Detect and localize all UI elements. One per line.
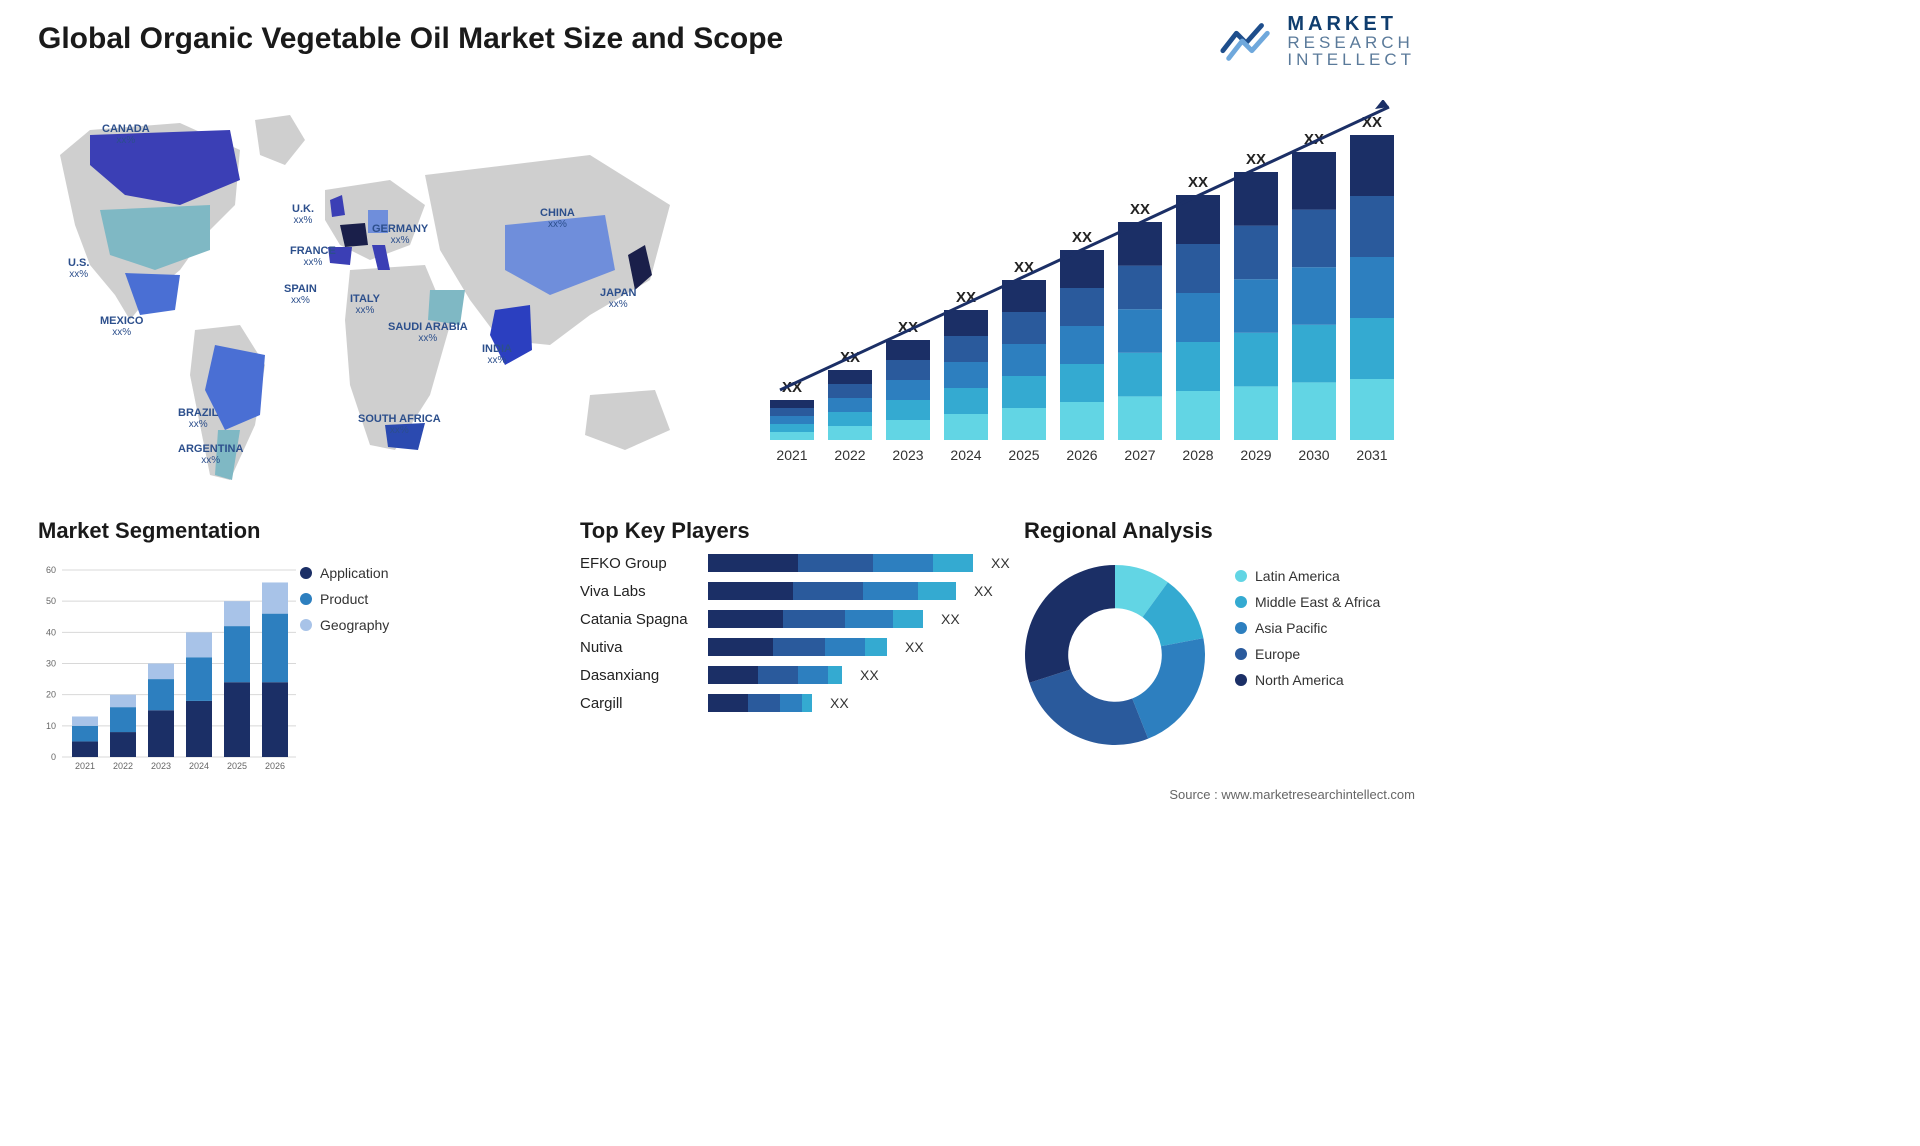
keyplayer-label: Viva Labs bbox=[580, 583, 698, 600]
page-title: Global Organic Vegetable Oil Market Size… bbox=[38, 22, 783, 56]
keyplayer-label: Nutiva bbox=[580, 639, 698, 656]
svg-text:10: 10 bbox=[46, 721, 56, 731]
growth-chart: XX2021XX2022XX2023XX2024XX2025XX2026XX20… bbox=[760, 100, 1410, 470]
regional-legend-item: Asia Pacific bbox=[1235, 620, 1380, 636]
segmentation-chart: 0 10 20 30 40 50 60 2021 2022 2023 2024 2025 2026 bbox=[38, 562, 298, 772]
map-label-u-k-: U.K.xx% bbox=[292, 203, 314, 226]
map-label-china: CHINAxx% bbox=[540, 207, 575, 230]
map-label-india: INDIAxx% bbox=[482, 343, 512, 366]
map-label-u-s-: U.S.xx% bbox=[68, 257, 89, 280]
svg-text:2031: 2031 bbox=[1356, 447, 1387, 463]
map-label-italy: ITALYxx% bbox=[350, 293, 380, 316]
svg-text:2021: 2021 bbox=[776, 447, 807, 463]
logo-line-3: INTELLECT bbox=[1287, 51, 1415, 68]
map-label-canada: CANADAxx% bbox=[102, 123, 150, 146]
svg-text:2028: 2028 bbox=[1182, 447, 1213, 463]
keyplayer-value: XX bbox=[941, 611, 960, 627]
keyplayer-bar bbox=[708, 610, 923, 628]
svg-text:2025: 2025 bbox=[1008, 447, 1039, 463]
svg-text:2021: 2021 bbox=[75, 761, 95, 771]
map-label-saudi-arabia: SAUDI ARABIAxx% bbox=[388, 321, 468, 344]
regional-legend-item: Middle East & Africa bbox=[1235, 594, 1380, 610]
keyplayer-label: EFKO Group bbox=[580, 555, 698, 572]
svg-text:30: 30 bbox=[46, 659, 56, 669]
map-label-brazil: BRAZILxx% bbox=[178, 407, 218, 430]
regional-legend: Latin America Middle East & Africa Asia Pa… bbox=[1235, 568, 1380, 698]
regional-legend-item: North America bbox=[1235, 672, 1380, 688]
svg-text:XX: XX bbox=[1130, 201, 1150, 218]
segmentation-legend-item: Product bbox=[300, 591, 389, 607]
map-label-south-africa: SOUTH AFRICAxx% bbox=[358, 413, 441, 436]
keyplayers-section: Top Key Players EFKO GroupXXViva LabsXXC… bbox=[580, 518, 1010, 712]
map-label-argentina: ARGENTINAxx% bbox=[178, 443, 243, 466]
keyplayer-row: Viva Labs XX bbox=[580, 582, 1010, 600]
keyplayer-row: Dasanxiang XX bbox=[580, 666, 1010, 684]
svg-text:2023: 2023 bbox=[151, 761, 171, 771]
keyplayers-title: Top Key Players bbox=[580, 518, 1010, 544]
keyplayer-row: EFKO Group XX bbox=[580, 554, 1010, 572]
keyplayer-value: XX bbox=[905, 639, 924, 655]
keyplayer-value: XX bbox=[860, 667, 879, 683]
map-label-france: FRANCExx% bbox=[290, 245, 336, 268]
logo-line-1: MARKET bbox=[1287, 14, 1415, 34]
svg-text:0: 0 bbox=[51, 752, 56, 762]
world-map: CANADAxx% U.S.xx% MEXICOxx% BRAZILxx% ARGENT… bbox=[30, 95, 710, 495]
svg-text:50: 50 bbox=[46, 596, 56, 606]
brand-logo: MARKET RESEARCH INTELLECT bbox=[1219, 12, 1415, 70]
svg-text:XX: XX bbox=[1188, 174, 1208, 191]
keyplayer-value: XX bbox=[974, 583, 993, 599]
keyplayer-bar bbox=[708, 666, 842, 684]
svg-text:2025: 2025 bbox=[227, 761, 247, 771]
svg-text:2022: 2022 bbox=[113, 761, 133, 771]
map-label-mexico: MEXICOxx% bbox=[100, 315, 143, 338]
svg-text:2026: 2026 bbox=[1066, 447, 1097, 463]
segmentation-legend-item: Application bbox=[300, 565, 389, 581]
source-text: Source : www.marketresearchintellect.com bbox=[1169, 787, 1415, 802]
svg-text:2027: 2027 bbox=[1124, 447, 1155, 463]
keyplayer-row: Nutiva XX bbox=[580, 638, 1010, 656]
segmentation-title: Market Segmentation bbox=[38, 518, 458, 544]
svg-text:2023: 2023 bbox=[892, 447, 923, 463]
regional-legend-item: Latin America bbox=[1235, 568, 1380, 584]
svg-text:40: 40 bbox=[46, 627, 56, 637]
logo-icon bbox=[1219, 12, 1277, 70]
svg-text:XX: XX bbox=[1072, 229, 1092, 246]
segmentation-legend: Application Product Geography bbox=[300, 565, 389, 643]
svg-text:2024: 2024 bbox=[950, 447, 981, 463]
segmentation-section: Market Segmentation 0 10 20 30 40 50 60 2021 202… bbox=[38, 518, 458, 772]
svg-text:60: 60 bbox=[46, 565, 56, 575]
segmentation-legend-item: Geography bbox=[300, 617, 389, 633]
keyplayer-label: Catania Spagna bbox=[580, 611, 698, 628]
keyplayer-bar bbox=[708, 694, 812, 712]
map-label-germany: GERMANYxx% bbox=[372, 223, 428, 246]
regional-section: Regional Analysis bbox=[1024, 518, 1424, 544]
regional-legend-item: Europe bbox=[1235, 646, 1380, 662]
logo-line-2: RESEARCH bbox=[1287, 34, 1415, 51]
keyplayer-row: Cargill XX bbox=[580, 694, 1010, 712]
keyplayer-label: Dasanxiang bbox=[580, 667, 698, 684]
svg-text:20: 20 bbox=[46, 690, 56, 700]
keyplayer-row: Catania Spagna XX bbox=[580, 610, 1010, 628]
svg-text:2022: 2022 bbox=[834, 447, 865, 463]
svg-text:2024: 2024 bbox=[189, 761, 209, 771]
keyplayer-value: XX bbox=[991, 555, 1010, 571]
regional-title: Regional Analysis bbox=[1024, 518, 1424, 544]
keyplayer-value: XX bbox=[830, 695, 849, 711]
map-label-spain: SPAINxx% bbox=[284, 283, 317, 306]
keyplayer-label: Cargill bbox=[580, 695, 698, 712]
regional-donut bbox=[1020, 560, 1210, 750]
svg-text:2029: 2029 bbox=[1240, 447, 1271, 463]
keyplayer-bar bbox=[708, 638, 887, 656]
svg-text:2026: 2026 bbox=[265, 761, 285, 771]
svg-text:2030: 2030 bbox=[1298, 447, 1329, 463]
map-label-japan: JAPANxx% bbox=[600, 287, 636, 310]
keyplayer-bar bbox=[708, 554, 973, 572]
keyplayer-bar bbox=[708, 582, 956, 600]
